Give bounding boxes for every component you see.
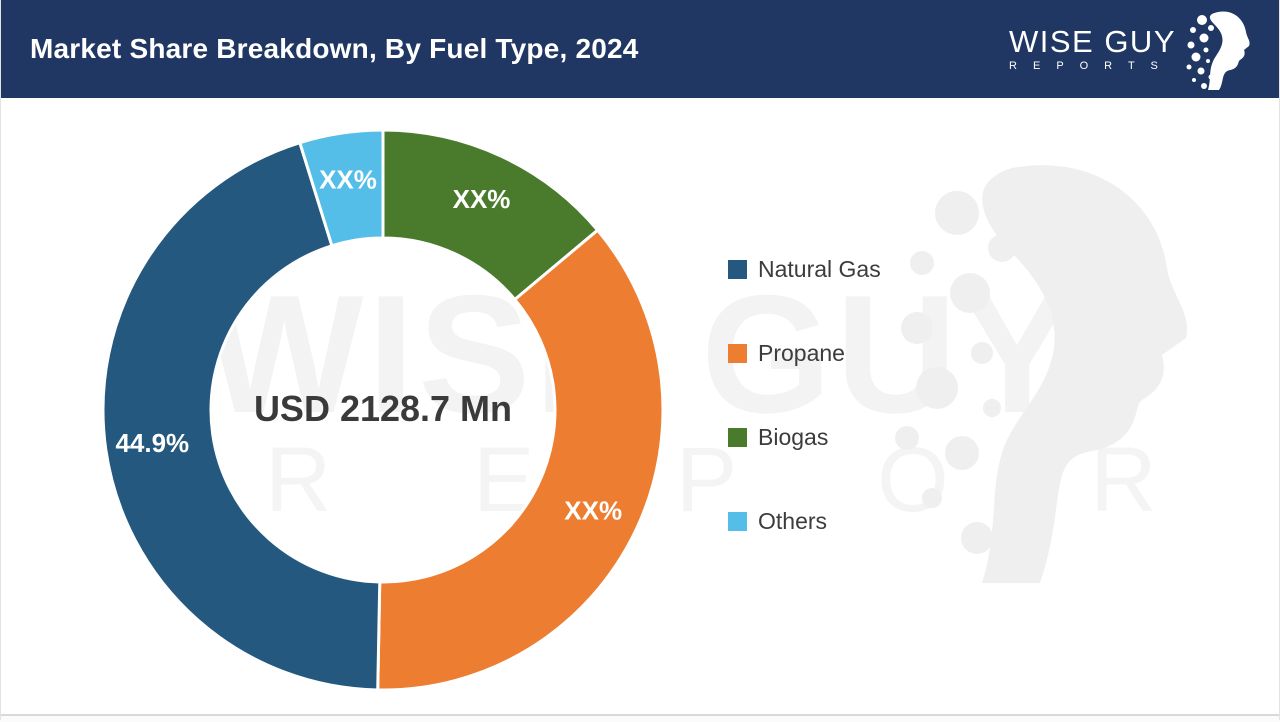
logo-name-text: WISE GUY xyxy=(1008,24,1176,59)
logo-head-icon xyxy=(1186,11,1250,90)
legend-item-propane: Propane xyxy=(728,342,881,365)
slice-natural-gas xyxy=(101,140,382,692)
slice-label-natural-gas: 44.9% xyxy=(115,428,189,458)
legend-swatch xyxy=(728,260,747,279)
watermark-text-line2: R E P O R T S xyxy=(265,429,1280,531)
bottom-divider xyxy=(0,714,1280,722)
legend-swatch xyxy=(728,344,747,363)
background-watermark: WISE GUY R E P O R T S xyxy=(0,98,1280,708)
legend-label: Propane xyxy=(758,340,845,366)
logo-sub-text: R E P O R T S xyxy=(1008,60,1165,72)
legend-label: Natural Gas xyxy=(758,256,881,282)
legend-item-biogas: Biogas xyxy=(728,426,881,449)
slice-others xyxy=(297,128,385,248)
legend-item-others: Others xyxy=(728,510,881,533)
wise-guy-logo: WISE GUY R E P O R T S xyxy=(1009,8,1250,90)
slice-propane xyxy=(376,228,665,692)
slice-label-others: XX% xyxy=(319,165,377,195)
slice-label-biogas: XX% xyxy=(453,184,511,214)
chart-legend: Natural Gas Propane Biogas Others xyxy=(728,258,881,533)
chart-center-value: USD 2128.7 Mn xyxy=(254,388,512,429)
legend-label: Others xyxy=(758,508,828,534)
legend-item-natural-gas: Natural Gas xyxy=(728,258,881,281)
slice-label-propane: XX% xyxy=(564,496,622,526)
legend-swatch xyxy=(728,428,747,447)
legend-label: Biogas xyxy=(758,424,829,450)
page-title: Market Share Breakdown, By Fuel Type, 20… xyxy=(30,33,639,64)
header-bar: Market Share Breakdown, By Fuel Type, 20… xyxy=(0,0,1280,98)
watermark-head-icon xyxy=(895,165,1188,583)
legend-swatch xyxy=(728,512,747,531)
